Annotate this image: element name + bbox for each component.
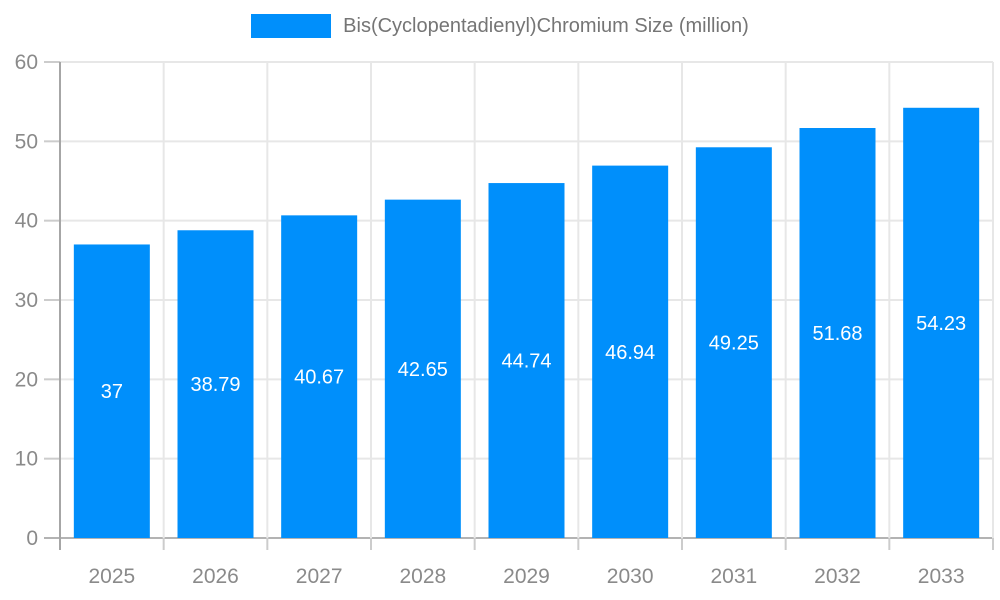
y-axis-tick-label: 60 — [15, 51, 38, 74]
x-axis-tick-label: 2030 — [607, 565, 654, 588]
bar-value-label: 37 — [101, 381, 123, 403]
bar-value-label: 44.74 — [501, 351, 551, 373]
legend-label: Bis(Cyclopentadienyl)Chromium Size (mill… — [343, 14, 749, 37]
x-axis-tick-label: 2029 — [503, 565, 550, 588]
y-axis-tick-label: 0 — [26, 527, 38, 550]
bar-value-label: 40.67 — [294, 367, 344, 389]
bar-2031[interactable] — [695, 147, 772, 539]
bar-2026[interactable] — [177, 230, 254, 539]
x-axis-tick-label: 2027 — [296, 565, 343, 588]
x-axis-tick-label: 2025 — [88, 565, 135, 588]
bar-2030[interactable] — [592, 165, 669, 539]
y-axis-tick-label: 30 — [15, 289, 38, 312]
bar-2033[interactable] — [903, 107, 980, 538]
bar-2032[interactable] — [799, 128, 876, 538]
bar-value-label: 38.79 — [190, 374, 240, 396]
y-axis-tick-label: 20 — [15, 368, 38, 391]
bar-value-label: 46.94 — [605, 342, 655, 364]
legend-swatch — [251, 14, 332, 38]
bar-2028[interactable] — [384, 199, 461, 539]
x-axis-tick-label: 2032 — [814, 565, 861, 588]
y-axis-tick-label: 10 — [15, 448, 38, 471]
legend-item[interactable]: Bis(Cyclopentadienyl)Chromium Size (mill… — [0, 14, 1000, 38]
x-axis-tick-label: 2031 — [710, 565, 757, 588]
x-axis-tick-label: 2026 — [192, 565, 239, 588]
bar-value-label: 54.23 — [916, 313, 966, 335]
y-axis-tick-label: 50 — [15, 130, 38, 153]
bar-2029[interactable] — [488, 183, 565, 538]
y-axis-tick-label: 40 — [15, 210, 38, 233]
bar-value-label: 49.25 — [709, 333, 759, 355]
x-axis-tick-label: 2028 — [399, 565, 446, 588]
bar-value-label: 51.68 — [812, 323, 862, 345]
x-axis-tick-label: 2033 — [918, 565, 965, 588]
bar-value-label: 42.65 — [398, 359, 448, 381]
bar-2025[interactable] — [73, 244, 150, 538]
bar-2027[interactable] — [281, 215, 358, 539]
